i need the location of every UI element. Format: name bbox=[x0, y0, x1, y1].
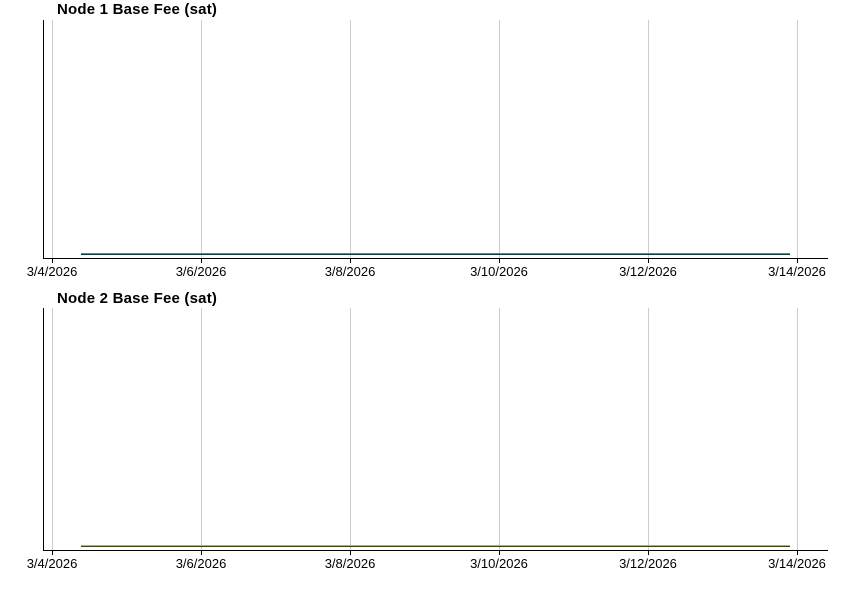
x-tick-label: 3/10/2026 bbox=[470, 556, 528, 571]
x-axis-tick bbox=[350, 259, 351, 263]
gridline bbox=[648, 308, 649, 550]
gridline bbox=[797, 20, 798, 258]
gridline bbox=[797, 308, 798, 550]
x-axis-tick bbox=[201, 259, 202, 263]
x-axis-tick bbox=[52, 259, 53, 263]
x-tick-label: 3/6/2026 bbox=[175, 264, 227, 279]
x-tick-label: 3/6/2026 bbox=[175, 556, 227, 571]
x-axis-tick bbox=[201, 551, 202, 555]
gridline bbox=[201, 308, 202, 550]
x-axis-tick bbox=[648, 259, 649, 263]
x-axis-tick bbox=[499, 551, 500, 555]
series-line-node2-base-fee bbox=[81, 545, 790, 547]
x-axis-tick bbox=[797, 259, 798, 263]
x-tick-label: 3/4/2026 bbox=[26, 264, 78, 279]
gridline bbox=[499, 20, 500, 258]
chart-node2-base-fee: Node 2 Base Fee (sat) 3/4/2026 3/6/2026 … bbox=[0, 290, 860, 590]
x-tick-label: 3/8/2026 bbox=[324, 556, 376, 571]
gridline bbox=[201, 20, 202, 258]
x-tick-label: 3/10/2026 bbox=[470, 264, 528, 279]
series-line-edge bbox=[81, 546, 790, 547]
x-axis-line bbox=[43, 550, 828, 551]
x-tick-label: 3/14/2026 bbox=[768, 556, 826, 571]
x-tick-label: 3/14/2026 bbox=[768, 264, 826, 279]
x-axis-tick bbox=[797, 551, 798, 555]
gridline bbox=[350, 20, 351, 258]
series-line-node1-base-fee bbox=[81, 253, 790, 255]
series-line-edge bbox=[81, 254, 790, 255]
series-line-main bbox=[81, 545, 790, 546]
chart-title: Node 1 Base Fee (sat) bbox=[57, 1, 218, 18]
gridline bbox=[350, 308, 351, 550]
gridline bbox=[52, 20, 53, 258]
x-tick-label: 3/8/2026 bbox=[324, 264, 376, 279]
y-axis-line bbox=[43, 308, 44, 551]
gridline bbox=[499, 308, 500, 550]
x-axis-tick bbox=[648, 551, 649, 555]
y-axis-line bbox=[43, 20, 44, 259]
gridline bbox=[648, 20, 649, 258]
chart-title: Node 2 Base Fee (sat) bbox=[57, 290, 218, 307]
x-axis-tick bbox=[499, 259, 500, 263]
x-tick-label: 3/12/2026 bbox=[619, 264, 677, 279]
x-axis-tick bbox=[350, 551, 351, 555]
x-axis-tick bbox=[52, 551, 53, 555]
x-tick-label: 3/4/2026 bbox=[26, 556, 78, 571]
x-axis-line bbox=[43, 258, 828, 259]
chart-node1-base-fee: Node 1 Base Fee (sat) 3/4/2026 3/6/2026 … bbox=[0, 0, 860, 288]
x-tick-label: 3/12/2026 bbox=[619, 556, 677, 571]
gridline bbox=[52, 308, 53, 550]
series-line-main bbox=[81, 253, 790, 254]
